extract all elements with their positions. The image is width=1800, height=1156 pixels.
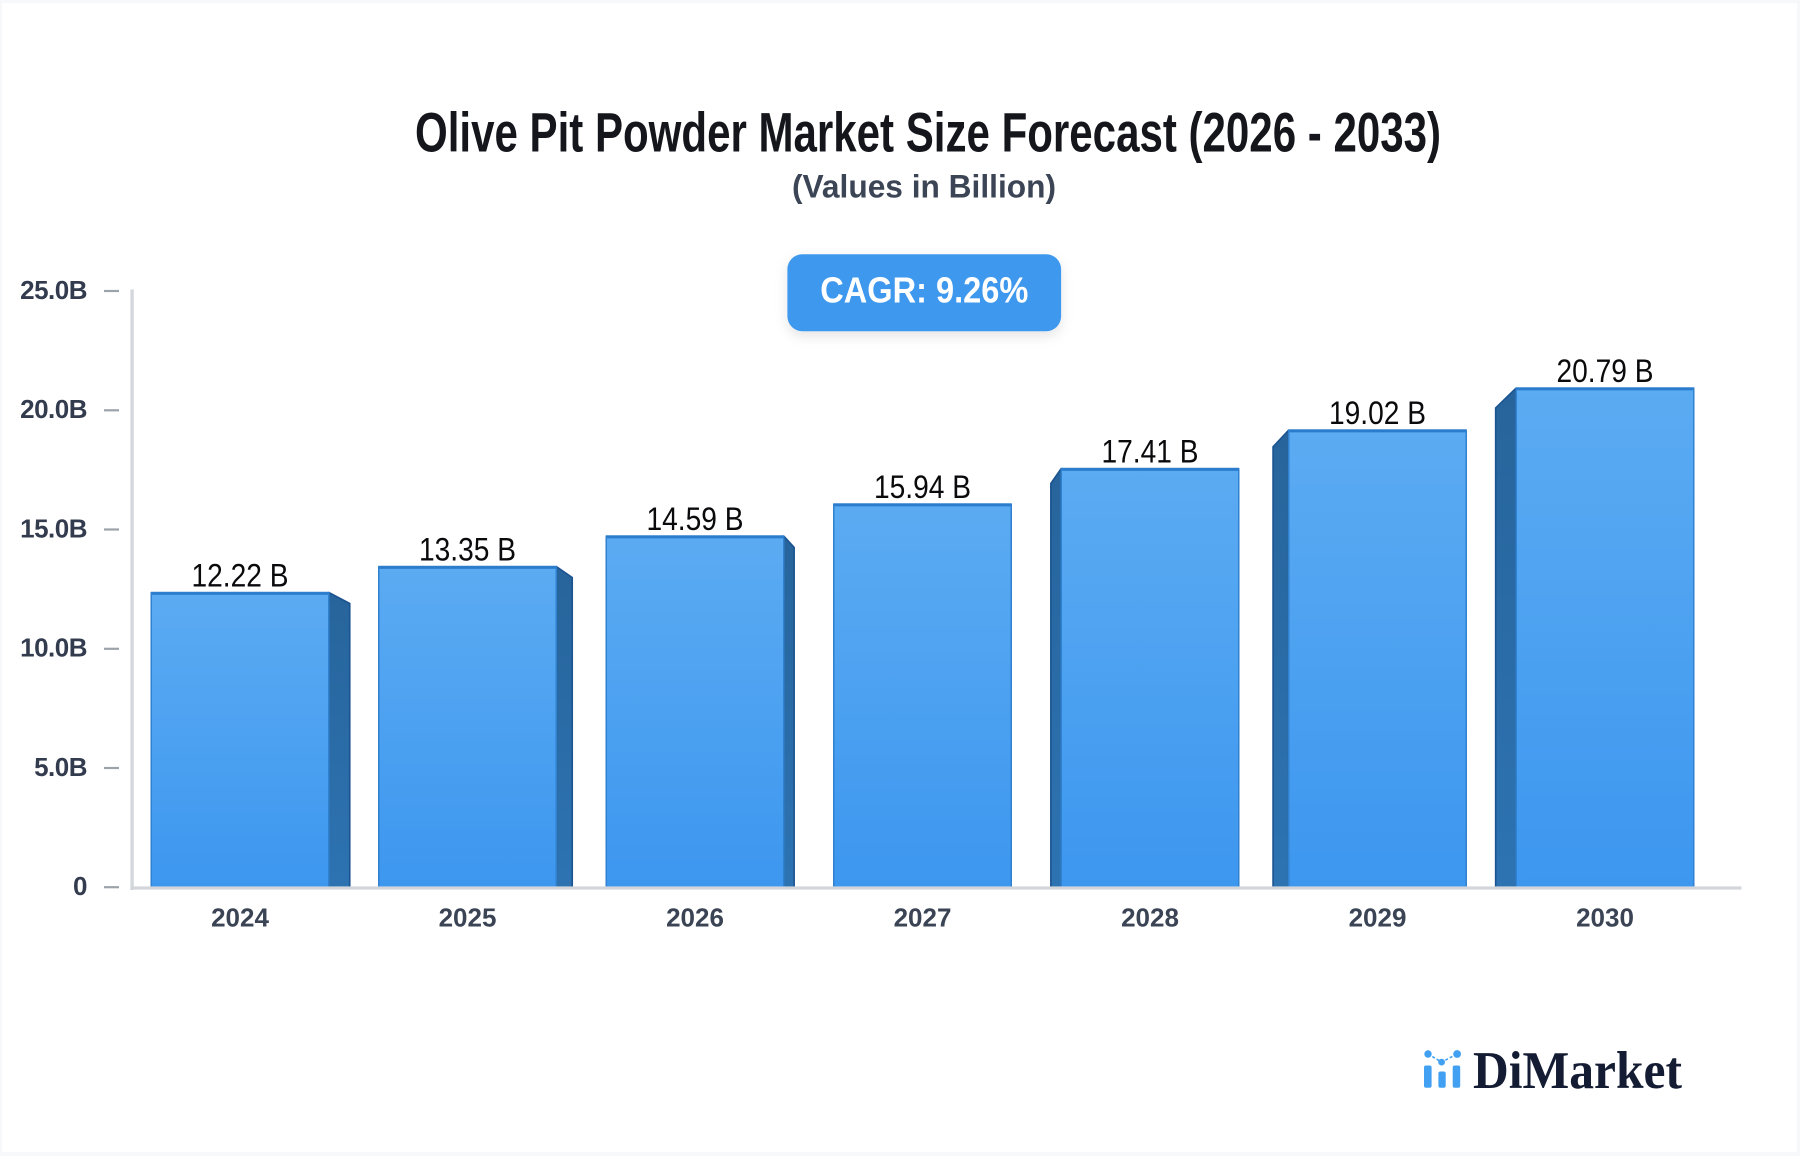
svg-text:CAGR: 9.26%: CAGR: 9.26% [820, 270, 1028, 311]
svg-text:25.0B: 25.0B [20, 275, 87, 305]
svg-text:15.0B: 15.0B [20, 514, 87, 544]
svg-text:15.94 B: 15.94 B [874, 469, 971, 505]
svg-text:17.41 B: 17.41 B [1102, 433, 1199, 469]
svg-text:Olive Pit Powder Market Size F: Olive Pit Powder Market Size Forecast (2… [415, 101, 1441, 164]
svg-text:20.79 B: 20.79 B [1557, 353, 1654, 389]
svg-text:0: 0 [73, 871, 87, 901]
svg-text:2029: 2029 [1349, 903, 1407, 933]
svg-text:(Values in Billion): (Values in Billion) [792, 169, 1056, 205]
svg-text:20.0B: 20.0B [20, 394, 87, 424]
svg-text:2025: 2025 [439, 903, 497, 933]
svg-text:2024: 2024 [211, 903, 269, 933]
svg-text:12.22 B: 12.22 B [192, 557, 289, 593]
svg-text:DiMarket: DiMarket [1473, 1042, 1682, 1100]
svg-text:14.59 B: 14.59 B [647, 501, 744, 537]
svg-text:10.0B: 10.0B [20, 633, 87, 663]
svg-text:19.02 B: 19.02 B [1329, 395, 1426, 431]
svg-text:13.35 B: 13.35 B [419, 531, 516, 567]
svg-text:5.0B: 5.0B [34, 752, 87, 782]
svg-text:2027: 2027 [894, 903, 952, 933]
svg-text:2030: 2030 [1576, 903, 1634, 933]
svg-text:2028: 2028 [1121, 903, 1179, 933]
svg-text:2026: 2026 [666, 903, 724, 933]
